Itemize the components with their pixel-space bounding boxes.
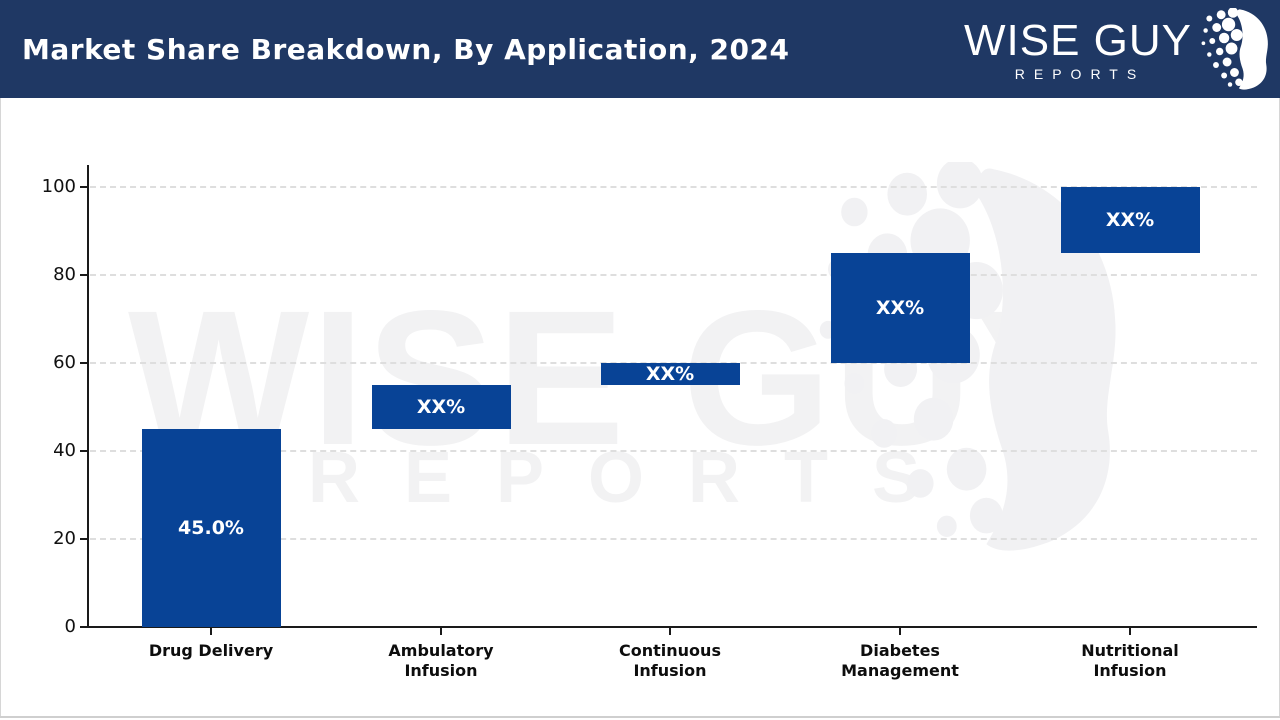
bar-value-label: XX% bbox=[1105, 208, 1155, 231]
category-label-2: Continuous Infusion bbox=[619, 641, 721, 681]
logo-wordmark: WISE GUY bbox=[963, 15, 1192, 65]
bar-ambulatory-infusion: XX% bbox=[371, 385, 511, 429]
y-axis-tick-label-80: 80 bbox=[53, 264, 76, 285]
bar-diabetes-management: XX% bbox=[830, 253, 970, 363]
y-axis-tick-0 bbox=[80, 626, 87, 628]
category-label-0: Drug Delivery bbox=[148, 641, 274, 660]
y-axis-tick-40 bbox=[80, 450, 87, 452]
page-title: Market Share Breakdown, By Application, … bbox=[22, 32, 790, 66]
bottom-divider bbox=[0, 716, 1280, 718]
y-axis-tick-label-20: 20 bbox=[53, 528, 76, 549]
bar-value-label: XX% bbox=[645, 362, 695, 385]
bar-chart: 0 20 40 60 80 100 45.0% Drug Delivery XX% Ambulat… bbox=[0, 98, 1280, 720]
logo-subtitle: REPORTS bbox=[1014, 65, 1146, 82]
y-axis-tick-100 bbox=[80, 186, 87, 188]
wiseguy-head-icon bbox=[1196, 7, 1270, 92]
gridline-80 bbox=[90, 274, 1257, 276]
bar-value-label: XX% bbox=[875, 296, 925, 319]
x-axis-tick-1 bbox=[440, 628, 442, 635]
gridline-100 bbox=[90, 186, 1257, 188]
y-axis-tick-label-100: 100 bbox=[41, 176, 76, 197]
logo-text: WISE GUY REPORTS bbox=[963, 15, 1192, 82]
y-axis-line bbox=[87, 165, 89, 628]
watermark-subtitle: REPORTS bbox=[308, 438, 965, 518]
category-label-4: Nutritional Infusion bbox=[1081, 641, 1179, 681]
bar-nutritional-infusion: XX% bbox=[1060, 187, 1200, 253]
y-axis-tick-label-60: 60 bbox=[53, 352, 76, 373]
wiseguy-logo: WISE GUY REPORTS bbox=[964, 7, 1270, 93]
gridline-40 bbox=[90, 450, 1257, 452]
bar-drug-delivery: 45.0% bbox=[141, 429, 281, 627]
x-axis-tick-2 bbox=[669, 628, 671, 635]
bar-value-label: XX% bbox=[416, 395, 466, 418]
y-axis-tick-label-40: 40 bbox=[53, 440, 76, 461]
y-axis-tick-20 bbox=[80, 538, 87, 540]
bar-continuous-infusion: XX% bbox=[600, 362, 740, 385]
y-axis-tick-80 bbox=[80, 274, 87, 276]
category-label-1: Ambulatory Infusion bbox=[388, 641, 494, 681]
category-label-3: Diabetes Management bbox=[841, 641, 959, 681]
gridline-20 bbox=[90, 538, 1257, 540]
x-axis-tick-0 bbox=[210, 628, 212, 635]
y-axis-tick-label-0: 0 bbox=[64, 616, 76, 637]
bar-value-label: 45.0% bbox=[178, 516, 244, 539]
header-bar: Market Share Breakdown, By Application, … bbox=[0, 0, 1280, 98]
x-axis-tick-4 bbox=[1129, 628, 1131, 635]
y-axis-tick-60 bbox=[80, 362, 87, 364]
x-axis-tick-3 bbox=[899, 628, 901, 635]
x-axis-line bbox=[87, 626, 1257, 628]
